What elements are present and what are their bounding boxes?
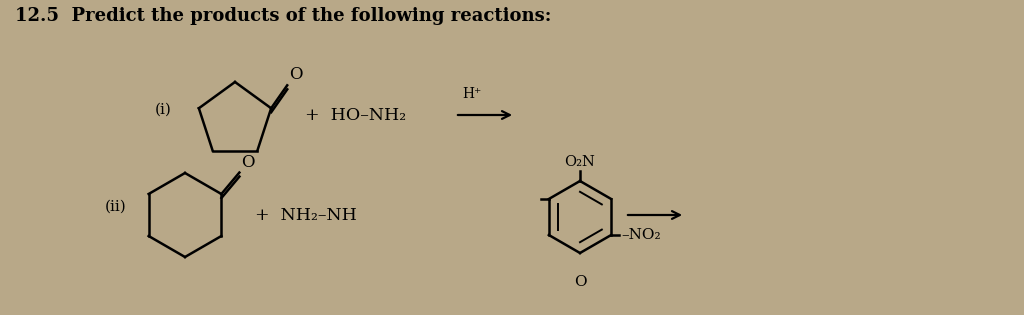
Text: –NO₂: –NO₂	[622, 228, 660, 242]
Text: O: O	[573, 275, 587, 289]
Text: (i): (i)	[155, 103, 172, 117]
Text: (ii): (ii)	[105, 200, 127, 214]
Text: O: O	[289, 66, 303, 83]
Text: 12.5  Predict the products of the following reactions:: 12.5 Predict the products of the followi…	[15, 7, 551, 25]
Text: +  NH₂–NH: + NH₂–NH	[255, 207, 357, 224]
Text: O₂N: O₂N	[564, 155, 595, 169]
Text: O: O	[242, 153, 255, 170]
Text: H⁺: H⁺	[462, 87, 481, 101]
Text: +  HO–NH₂: + HO–NH₂	[305, 106, 407, 123]
